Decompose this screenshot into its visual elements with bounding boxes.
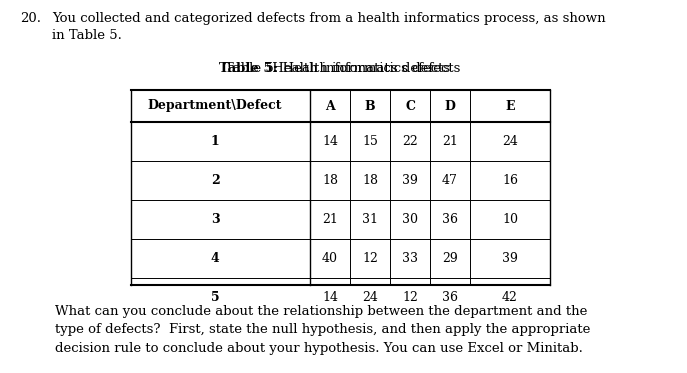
Text: 14: 14 — [322, 291, 338, 304]
Text: 42: 42 — [502, 291, 518, 304]
Text: 18: 18 — [362, 174, 378, 187]
Text: 12: 12 — [402, 291, 418, 304]
Text: 12: 12 — [362, 252, 378, 265]
Text: 36: 36 — [442, 291, 458, 304]
Text: 29: 29 — [442, 252, 458, 265]
Text: C: C — [405, 100, 415, 113]
Text: Table 5:: Table 5: — [219, 62, 278, 75]
Text: 3: 3 — [211, 213, 219, 226]
Text: You collected and categorized defects from a health informatics process, as show: You collected and categorized defects fr… — [52, 12, 606, 42]
Text: Department\Defect: Department\Defect — [148, 100, 282, 113]
Text: 22: 22 — [402, 135, 418, 148]
Text: 10: 10 — [502, 213, 518, 226]
Text: 18: 18 — [322, 174, 338, 187]
Text: 1: 1 — [211, 135, 219, 148]
Text: 4: 4 — [211, 252, 219, 265]
Text: 2: 2 — [211, 174, 219, 187]
Text: 20.: 20. — [20, 12, 41, 25]
Text: D: D — [444, 100, 455, 113]
Text: 21: 21 — [442, 135, 458, 148]
Text: 16: 16 — [502, 174, 518, 187]
Text: 47: 47 — [442, 174, 458, 187]
Text: 15: 15 — [362, 135, 378, 148]
Text: B: B — [365, 100, 375, 113]
Text: E: E — [505, 100, 515, 113]
Text: 31: 31 — [362, 213, 378, 226]
Text: 39: 39 — [402, 174, 418, 187]
Text: A: A — [325, 100, 335, 113]
Text: 30: 30 — [402, 213, 418, 226]
Text: 24: 24 — [502, 135, 518, 148]
Text: 5: 5 — [211, 291, 219, 304]
Text: What can you conclude about the relationship between the department and the
type: What can you conclude about the relation… — [55, 305, 590, 355]
Text: 24: 24 — [362, 291, 378, 304]
Text: 21: 21 — [322, 213, 338, 226]
Text: 39: 39 — [502, 252, 518, 265]
Text: 40: 40 — [322, 252, 338, 265]
Text: Table 5: Health informatics defects: Table 5: Health informatics defects — [225, 62, 461, 75]
Text: 14: 14 — [322, 135, 338, 148]
Text: 36: 36 — [442, 213, 458, 226]
Text: 33: 33 — [402, 252, 418, 265]
Text: Health informatics defects: Health informatics defects — [268, 62, 450, 75]
